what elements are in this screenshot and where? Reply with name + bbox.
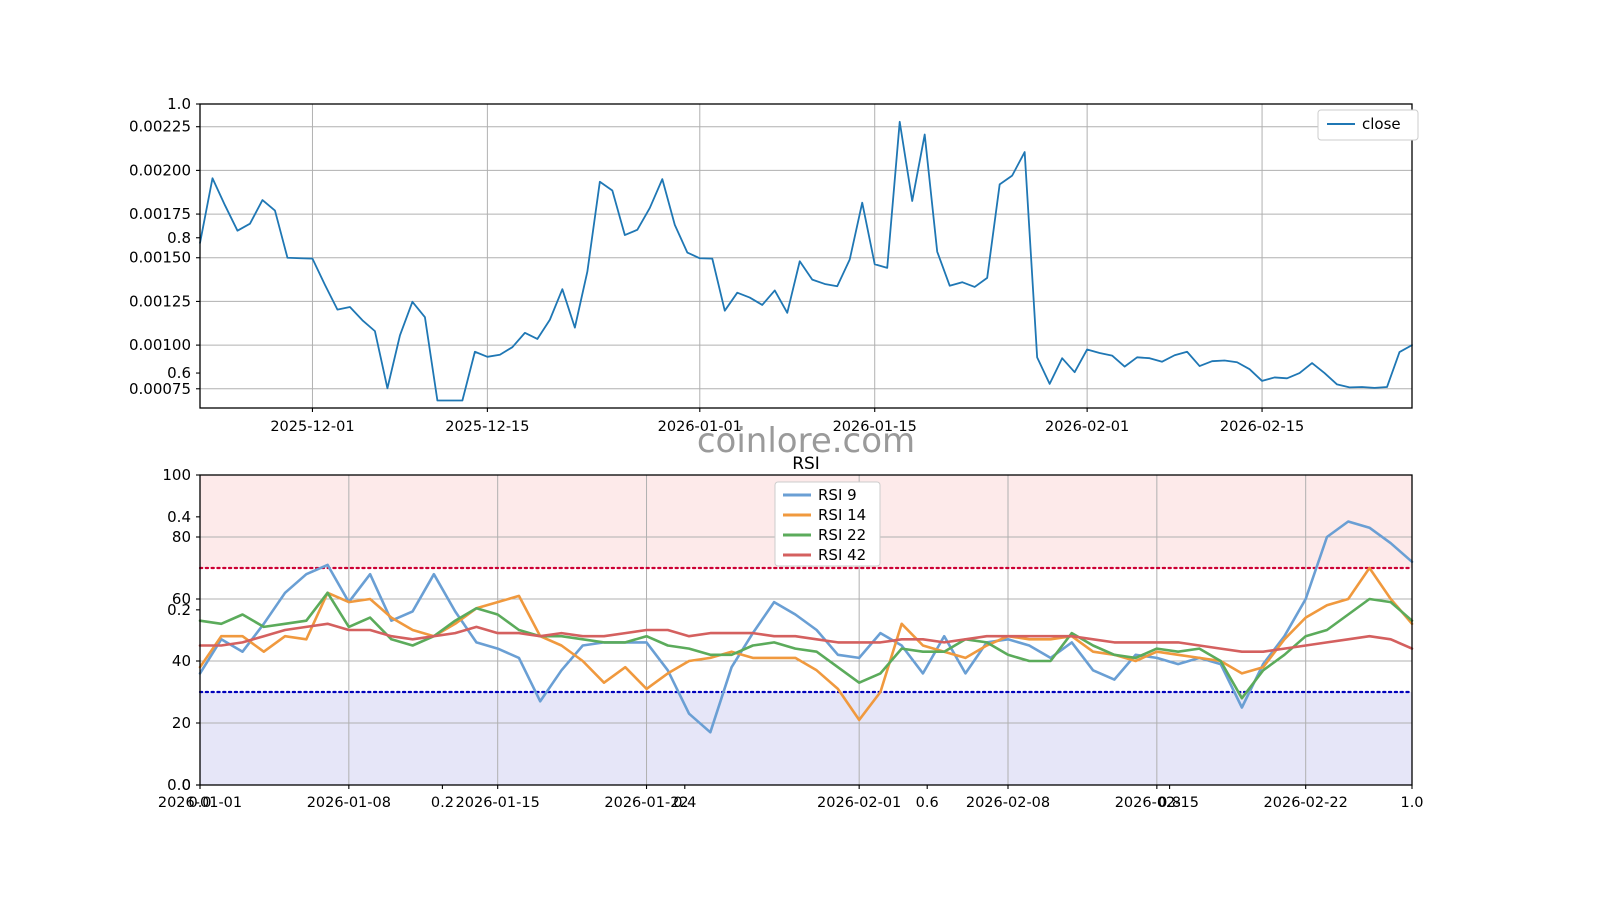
watermark-text: coinlore.com: [697, 421, 915, 461]
price-x-tick-label: 2026-01-01: [658, 419, 742, 435]
price-axes-frame: [199, 103, 1413, 409]
rsi-legend-box: [774, 481, 881, 567]
rsi-x-tick-label: 2026-02-08: [966, 795, 1050, 811]
rsi-title: RSI: [792, 454, 820, 474]
price-y-tick-label: 0.00225: [129, 118, 191, 136]
rsi-y-overlay-label: 0.0: [167, 776, 191, 794]
rsi-x-tick-label: 2026-02-22: [1264, 795, 1348, 811]
price-y-overlay-label: 0.6: [167, 364, 191, 382]
rsi-x-overlay-label: 0.4: [673, 795, 696, 811]
rsi-series-line-rsi-9: [198, 520, 1414, 734]
rsi-y-tick-label: 20: [172, 714, 191, 732]
rsi-legend-label: RSI 22: [818, 526, 866, 544]
price-x-tick-label: 2026-02-01: [1045, 419, 1129, 435]
price-panel: 0.00225 0.00200 0.00175 0.00150 0.00125 0.001…: [129, 95, 1419, 435]
rsi-y-tick-label: 100: [162, 466, 191, 484]
price-legend-label: close: [1362, 115, 1401, 133]
rsi-series-line-rsi-22: [198, 591, 1414, 700]
rsi-x-tick-label: 2026-02-15: [1115, 795, 1199, 811]
rsi-x-tick-label: 2026-01-01: [158, 795, 242, 811]
price-x-tick-label: 2025-12-01: [270, 419, 354, 435]
rsi-oversold-band: [200, 692, 1412, 785]
rsi-series-line-rsi-42: [198, 622, 1414, 653]
price-legend: close: [1317, 109, 1419, 141]
rsi-x-overlay-label: 0.0: [188, 795, 211, 811]
rsi-legend-label: RSI 14: [818, 506, 866, 524]
price-y-tick-label: 0.00100: [129, 336, 191, 354]
price-y-tick-label: 0.00125: [129, 292, 191, 310]
rsi-x-tick-label: 2026-01-08: [307, 795, 391, 811]
rsi-x-tick-label: 2026-02-01: [817, 795, 901, 811]
rsi-x-overlay-label: 0.8: [1158, 795, 1181, 811]
rsi-x-overlay-label: 0.2: [431, 795, 454, 811]
price-x-tick-label: 2026-01-15: [833, 419, 917, 435]
price-x-tick-label: 2026-02-15: [1220, 419, 1304, 435]
rsi-y-overlay-label: 0.2: [167, 601, 191, 619]
rsi-x-tick-label: 2026-01-15: [456, 795, 540, 811]
rsi-x-overlay-label: 1.0: [1400, 795, 1423, 811]
rsi-axes-frame: [199, 474, 1413, 786]
rsi-legend: RSI 9 RSI 14 RSI 22 RSI 42: [774, 481, 881, 567]
price-y-overlay-label: 1.0: [167, 95, 191, 113]
price-y-tick-label: 0.00175: [129, 205, 191, 223]
price-y-tick-label: 0.00150: [129, 249, 191, 267]
rsi-y-tick-label: 40: [172, 652, 191, 670]
rsi-legend-label: RSI 9: [818, 486, 857, 504]
price-y-tick-label: 0.00075: [129, 380, 191, 398]
rsi-y-tick-label: 0: [181, 776, 191, 794]
price-close-line: [199, 120, 1413, 402]
price-legend-box: [1317, 109, 1419, 141]
rsi-y-overlay-label: 0.4: [167, 508, 191, 526]
rsi-legend-label: RSI 42: [818, 546, 866, 564]
rsi-x-tick-label: 2026-01-22: [604, 795, 688, 811]
price-x-tick-label: 2025-12-15: [445, 419, 529, 435]
price-y-tick-label: 0.00200: [129, 161, 191, 179]
rsi-x-overlay-label: 0.6: [916, 795, 939, 811]
price-y-overlay-label: 0.8: [167, 229, 191, 247]
price-plot-bg: [200, 104, 1412, 408]
rsi-y-tick-label: 60: [172, 590, 191, 608]
rsi-series-line-rsi-14: [198, 566, 1414, 722]
rsi-y-tick-label: 80: [172, 528, 191, 546]
